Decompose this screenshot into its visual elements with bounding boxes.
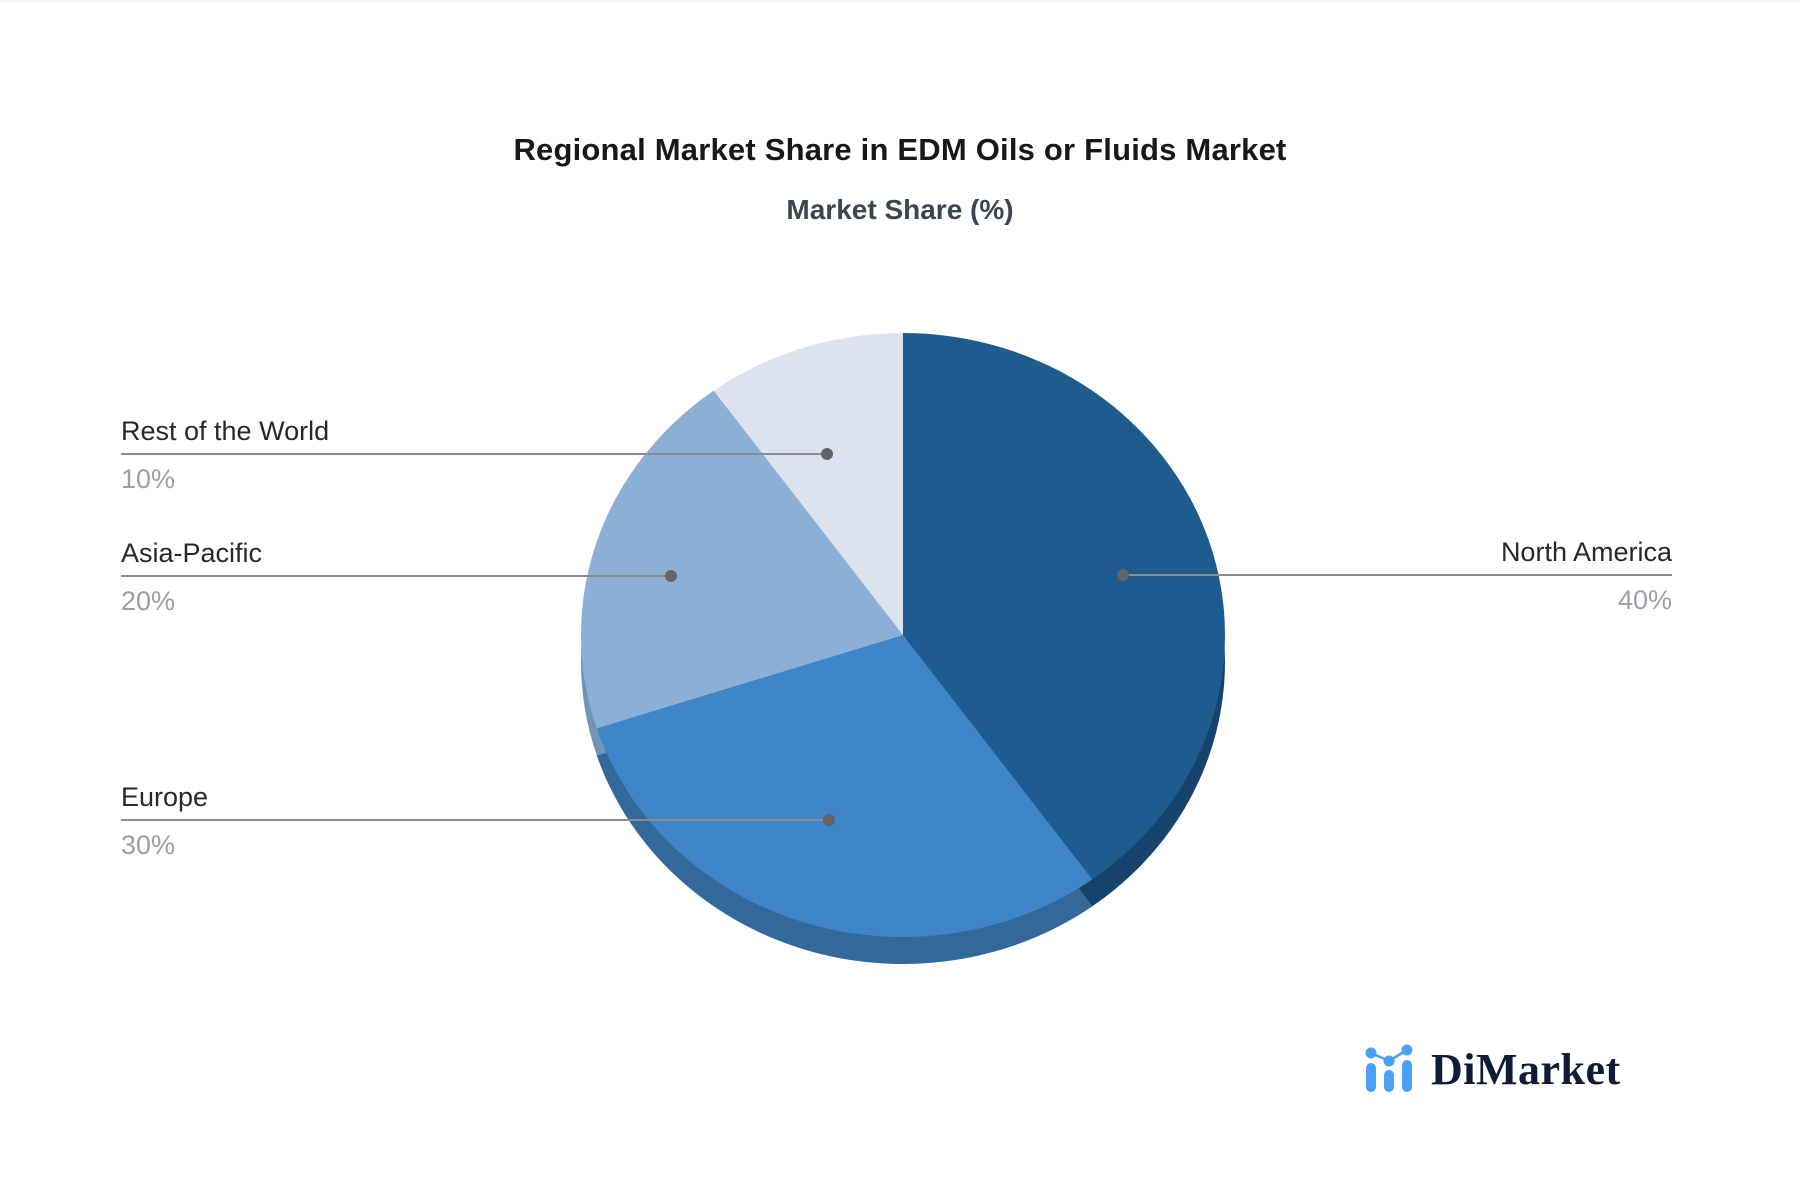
pie-slice-rest-of-the-world[interactable] (713, 333, 903, 635)
callout-dot (823, 814, 835, 826)
pie-slice-north-america[interactable] (903, 333, 1225, 880)
dimarket-logo: DiMarket (1363, 1042, 1621, 1096)
slice-percent: 30% (121, 830, 176, 860)
pie-slice-asia-pacific[interactable] (581, 390, 903, 729)
callout-line (1117, 569, 1672, 581)
logo-text: DiMarket (1431, 1044, 1621, 1094)
bar-line-chart-icon (1365, 1044, 1413, 1092)
chart-title: Regional Market Share in EDM Oils or Flu… (513, 132, 1287, 167)
callout-line (121, 814, 835, 826)
slice-label: North America (1500, 537, 1672, 567)
chart-subtitle: Market Share (%) (786, 194, 1014, 225)
slice-label: Asia-Pacific (121, 538, 263, 568)
callout-dot (665, 570, 677, 582)
callout-europe: Europe 30% (121, 782, 835, 860)
slice-percent: 40% (1617, 585, 1672, 615)
callout-north-america: North America 40% (1117, 537, 1672, 615)
chart-header: Regional Market Share in EDM Oils or Flu… (0, 132, 1800, 226)
callout-line (121, 448, 833, 460)
slice-percent: 20% (121, 586, 176, 616)
slice-label: Europe (121, 782, 209, 812)
callout-dot (1117, 569, 1129, 581)
callout-rest-of-the-world: Rest of the World 10% (121, 416, 833, 494)
callout-asia-pacific: Asia-Pacific 20% (121, 538, 677, 616)
callout-line (121, 570, 677, 582)
slice-label: Rest of the World (121, 416, 330, 446)
slice-percent: 10% (121, 464, 176, 494)
pie-slice-europe[interactable] (596, 635, 1093, 937)
callout-dot (821, 448, 833, 460)
